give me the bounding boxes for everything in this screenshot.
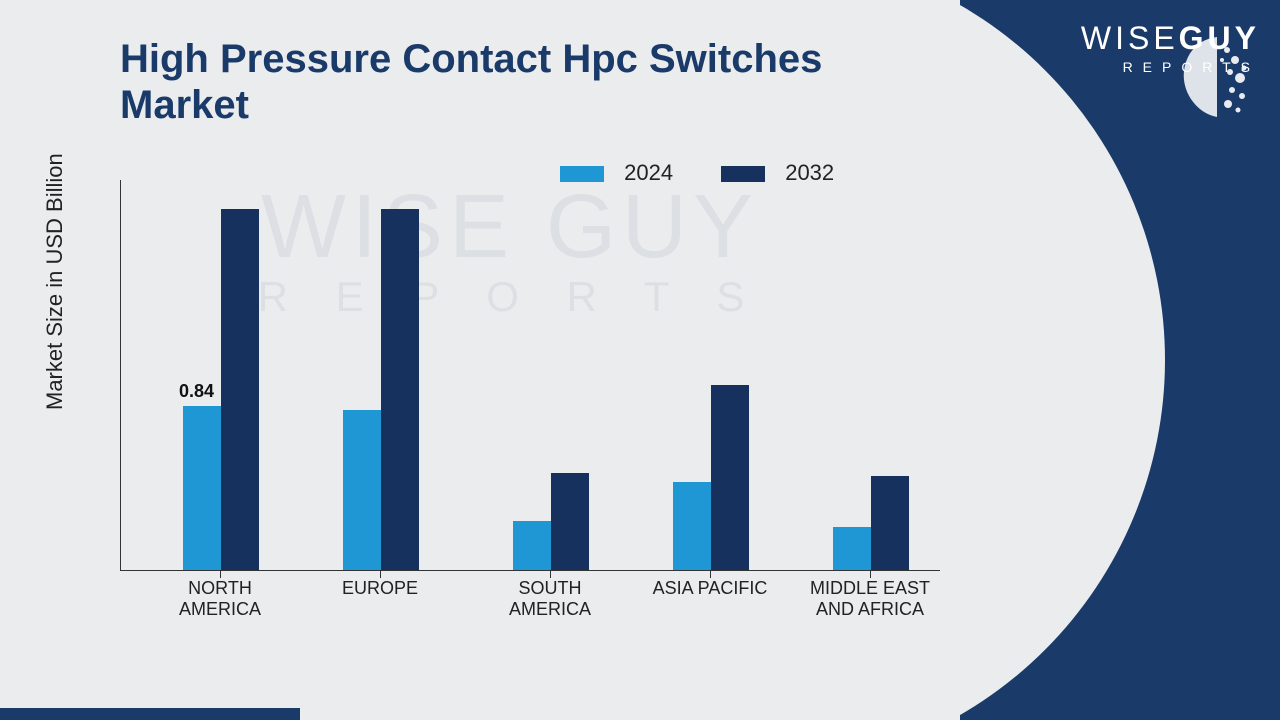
bar-2024 — [513, 521, 551, 570]
bar-2032 — [871, 476, 909, 570]
bar-group: 0.84 — [161, 180, 281, 570]
brand-word-wise: WISE — [1081, 20, 1179, 56]
bar-2032 — [711, 385, 749, 570]
x-axis-line — [120, 570, 940, 571]
bottom-accent-bar — [0, 708, 300, 720]
x-tick — [710, 570, 711, 578]
y-axis-label: Market Size in USD Billion — [42, 153, 68, 410]
x-tick — [870, 570, 871, 578]
bar-2032 — [551, 473, 589, 571]
bar-2024 — [673, 482, 711, 570]
category-label: ASIA PACIFIC — [645, 578, 775, 599]
x-tick — [550, 570, 551, 578]
category-label: NORTH AMERICA — [155, 578, 285, 619]
bar-group — [491, 180, 611, 570]
x-tick — [380, 570, 381, 578]
category-label: SOUTH AMERICA — [485, 578, 615, 619]
bar-2032 — [381, 209, 419, 570]
category-label: MIDDLE EAST AND AFRICA — [805, 578, 935, 619]
bar-2024 — [833, 527, 871, 570]
brand-logo: WISEGUY REPORTS — [1081, 20, 1260, 75]
bar-2032 — [221, 209, 259, 570]
chart-title: High Pressure Contact Hpc Switches Marke… — [120, 36, 860, 128]
bar-group — [651, 180, 771, 570]
report-canvas: WISE GUY R E P O R T S High Pressure Con… — [0, 0, 1280, 720]
market-bar-chart: 2024 2032 Market Size in USD Billion 0.8… — [60, 160, 960, 680]
bar-value-label: 0.84 — [179, 381, 214, 402]
bar-2024 — [183, 406, 221, 570]
bar-group — [811, 180, 931, 570]
bar-group — [321, 180, 441, 570]
plot-area: 0.84 — [120, 180, 940, 570]
brand-head-icon — [1172, 32, 1252, 122]
x-tick — [220, 570, 221, 578]
bar-2024 — [343, 410, 381, 570]
y-axis-line — [120, 180, 121, 570]
category-label: EUROPE — [315, 578, 445, 599]
